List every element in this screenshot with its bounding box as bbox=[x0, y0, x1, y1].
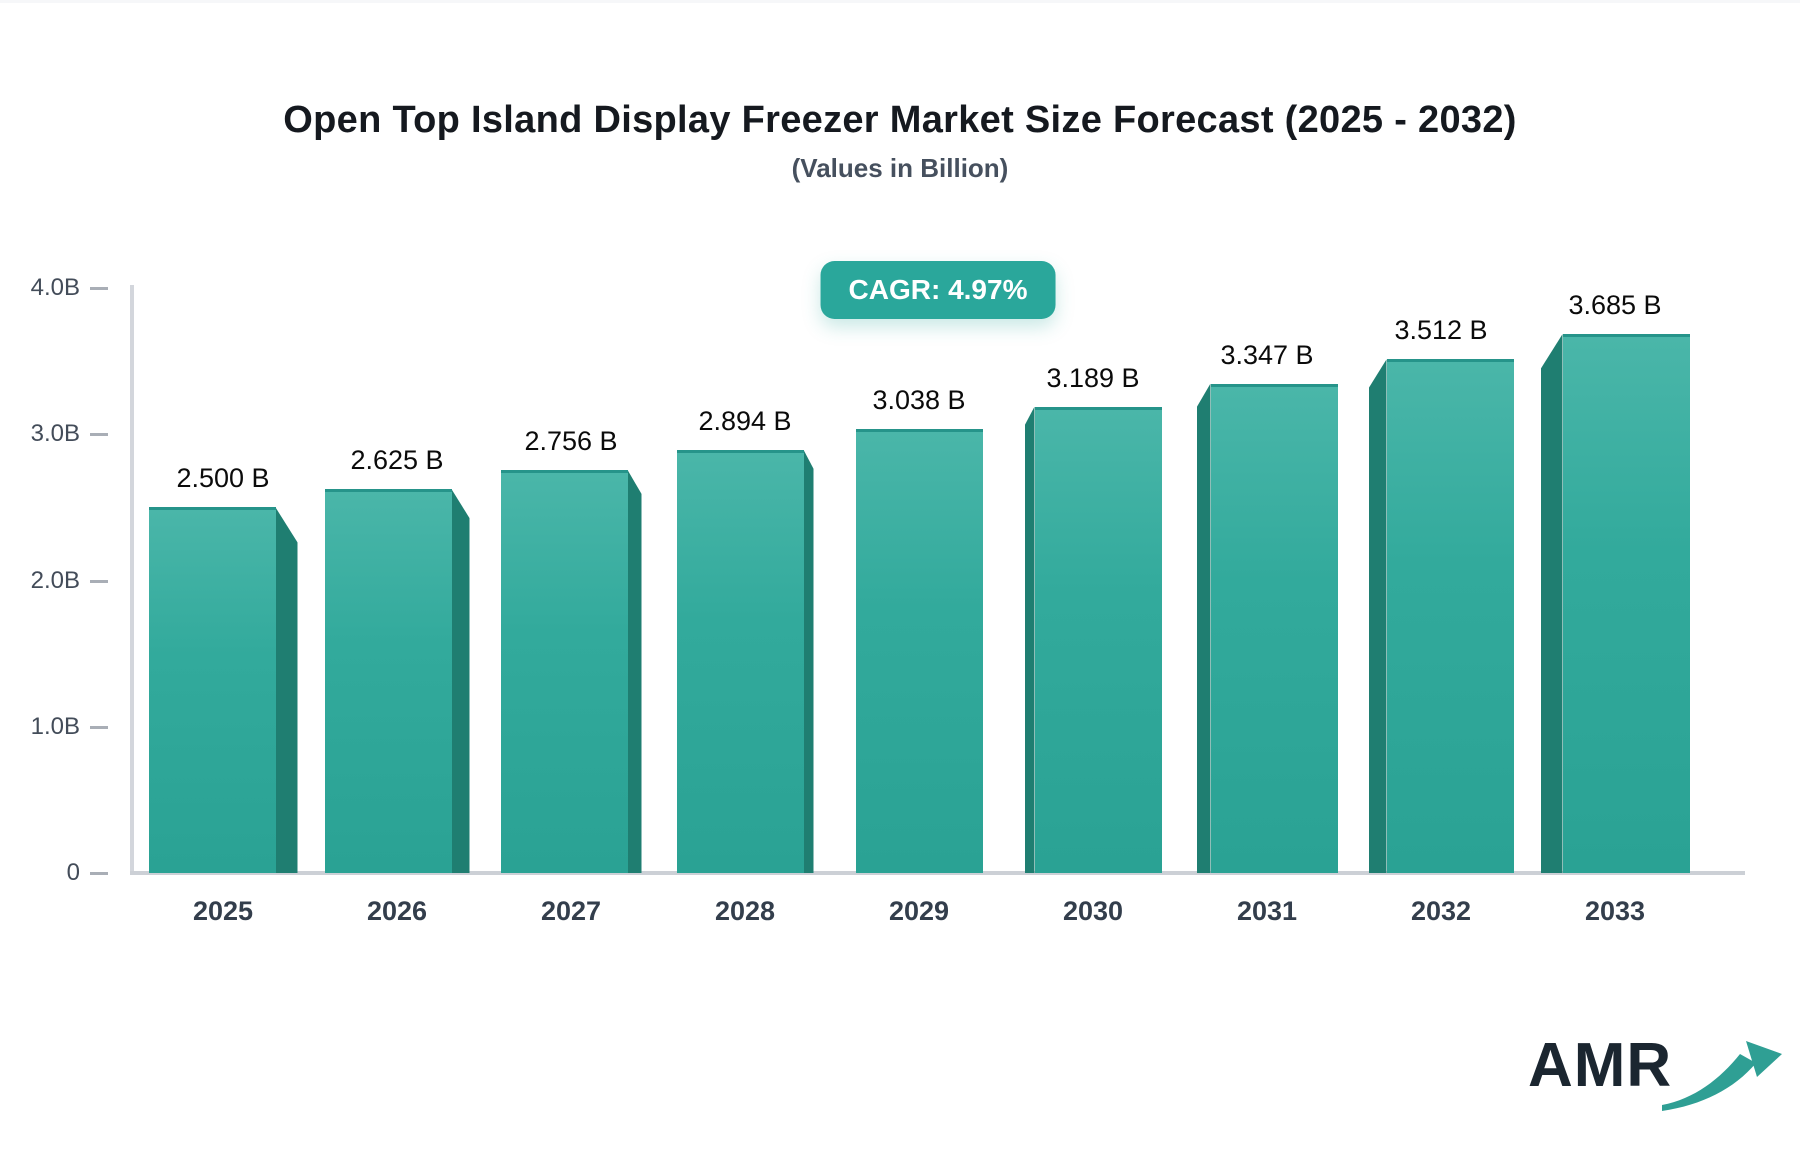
bar-face bbox=[1386, 359, 1514, 873]
y-axis-line bbox=[130, 285, 134, 875]
bar-side-face bbox=[1540, 334, 1563, 873]
bar-face bbox=[1210, 383, 1338, 873]
x-tick-label: 2030 bbox=[1062, 896, 1124, 926]
bar-face bbox=[1562, 334, 1690, 873]
x-tick-label: 2031 bbox=[1236, 896, 1298, 926]
y-tick-dash bbox=[90, 872, 108, 875]
bar-side-face bbox=[451, 489, 470, 873]
bar-value-label: 3.189 B bbox=[1046, 362, 1140, 393]
bar-value-label: 2.894 B bbox=[698, 405, 792, 436]
x-tick-label: 2029 bbox=[888, 896, 950, 926]
y-tick-label: 1.0B bbox=[30, 712, 80, 740]
bar-face bbox=[324, 489, 452, 873]
bar-face bbox=[676, 449, 804, 873]
y-tick-label: 0 bbox=[66, 859, 80, 886]
chart-title: Open Top Island Display Freezer Market S… bbox=[283, 99, 1517, 141]
x-tick-label: 2032 bbox=[1410, 896, 1472, 926]
y-tick-label: 3.0B bbox=[30, 420, 80, 448]
bar-face bbox=[148, 507, 276, 873]
amr-logo: AMR bbox=[1528, 1035, 1786, 1119]
x-tick-label: 2028 bbox=[714, 896, 776, 926]
x-tick-label: 2025 bbox=[192, 896, 254, 926]
bar-value-label: 3.038 B bbox=[872, 384, 966, 415]
bar-value-label: 2.625 B bbox=[350, 445, 444, 476]
y-tick-label: 4.0B bbox=[30, 274, 80, 301]
bar-value-label: 3.347 B bbox=[1220, 339, 1314, 370]
bar-value-label: 3.512 B bbox=[1394, 315, 1488, 346]
bar-side-face bbox=[1024, 406, 1035, 873]
x-tick-label: 2033 bbox=[1584, 896, 1646, 926]
bar-side-face bbox=[1368, 359, 1387, 873]
x-axis-line bbox=[130, 871, 1745, 875]
y-tick-dash bbox=[90, 287, 108, 290]
x-tick-label: 2026 bbox=[366, 896, 428, 926]
cagr-badge: CAGR: 4.97% bbox=[820, 261, 1056, 319]
bar-side-face bbox=[1196, 383, 1211, 873]
amr-logo-text: AMR bbox=[1528, 1031, 1673, 1100]
bar-value-label: 2.756 B bbox=[524, 425, 618, 456]
bar-side-face bbox=[803, 449, 814, 873]
bar-face bbox=[500, 469, 628, 873]
y-tick-dash bbox=[90, 433, 108, 437]
bar-side-face bbox=[275, 507, 298, 873]
bar-face bbox=[855, 428, 983, 873]
bar-side-face bbox=[627, 469, 642, 873]
y-tick-dash bbox=[90, 579, 108, 583]
chart-subtitle: (Values in Billion) bbox=[791, 153, 1009, 183]
x-tick-label: 2027 bbox=[540, 896, 602, 926]
y-tick-dash bbox=[90, 725, 108, 729]
growth-arrow-icon bbox=[1662, 1041, 1783, 1111]
y-tick-label: 2.0B bbox=[30, 566, 80, 594]
bar-chart-plot: 0 1.0B 2.0B 3.0B 4.0B 2.500 B 2025 2.625 B 2026… bbox=[0, 3, 1800, 1159]
bar-value-label: 3.685 B bbox=[1568, 290, 1662, 321]
bar-value-label: 2.500 B bbox=[176, 463, 270, 494]
bar-face bbox=[1034, 406, 1162, 873]
